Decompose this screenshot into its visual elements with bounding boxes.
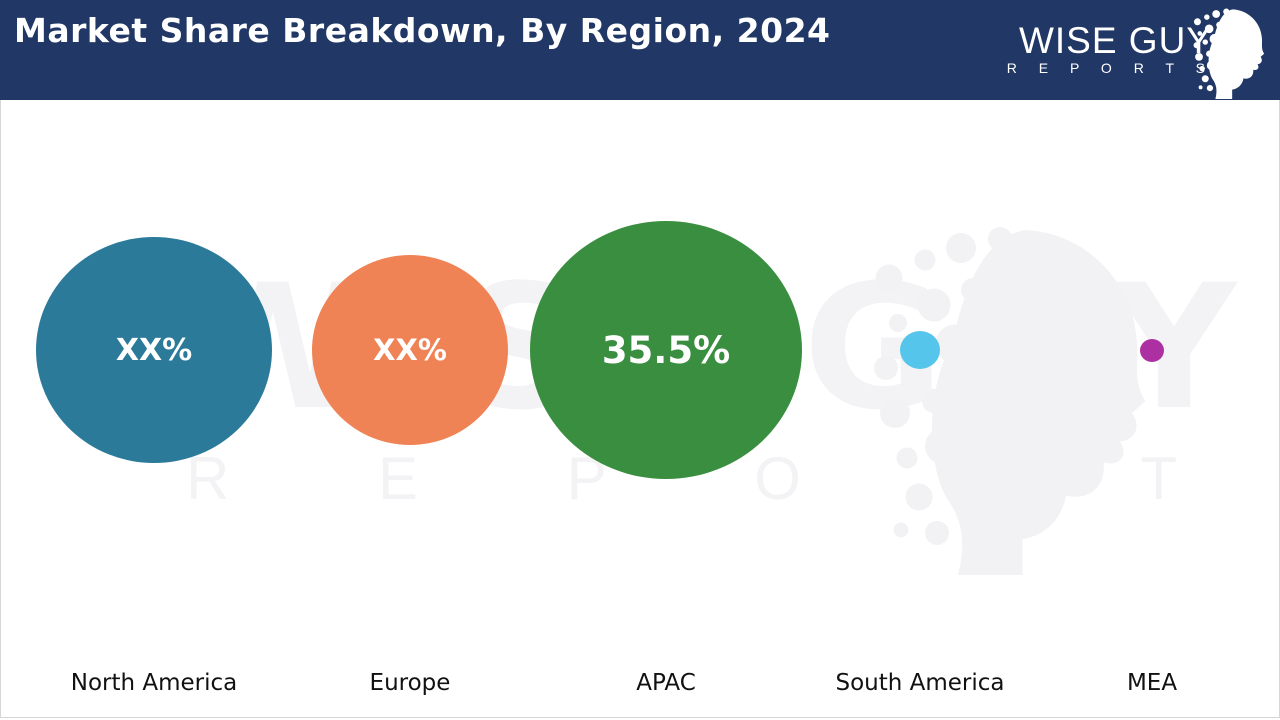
chart-title: Market Share Breakdown, By Region, 2024: [14, 11, 831, 50]
bubble-value-europe: XX%: [373, 333, 447, 367]
bubble-europe: XX%: [312, 255, 508, 445]
bubble-south-america: [900, 331, 940, 369]
region-label-mea: MEA: [1126, 670, 1178, 696]
wiseguy-logo: WISE GUY R E P O R T S: [1007, 0, 1272, 100]
watermark-head-icon: [874, 227, 1146, 575]
bubble-value-apac: 35.5%: [601, 328, 731, 372]
logo-wiseguy-text: WISE GUY: [1018, 20, 1212, 61]
bubble-apac: 35.5%: [530, 221, 802, 479]
region-label-europe: Europe: [369, 670, 451, 696]
region-label-north-america: North America: [70, 670, 238, 696]
logo-head-icon: [1193, 8, 1265, 100]
region-label-apac: APAC: [636, 670, 696, 696]
bubble-north-america: XX%: [36, 237, 272, 463]
header-bar: Market Share Breakdown, By Region, 2024 …: [0, 0, 1280, 100]
logo-reports-text: R E P O R T S: [1006, 60, 1214, 76]
region-label-south-america: South America: [835, 670, 1005, 696]
bubble-mea: [1140, 338, 1164, 362]
bubble-value-north-america: XX%: [115, 332, 193, 368]
